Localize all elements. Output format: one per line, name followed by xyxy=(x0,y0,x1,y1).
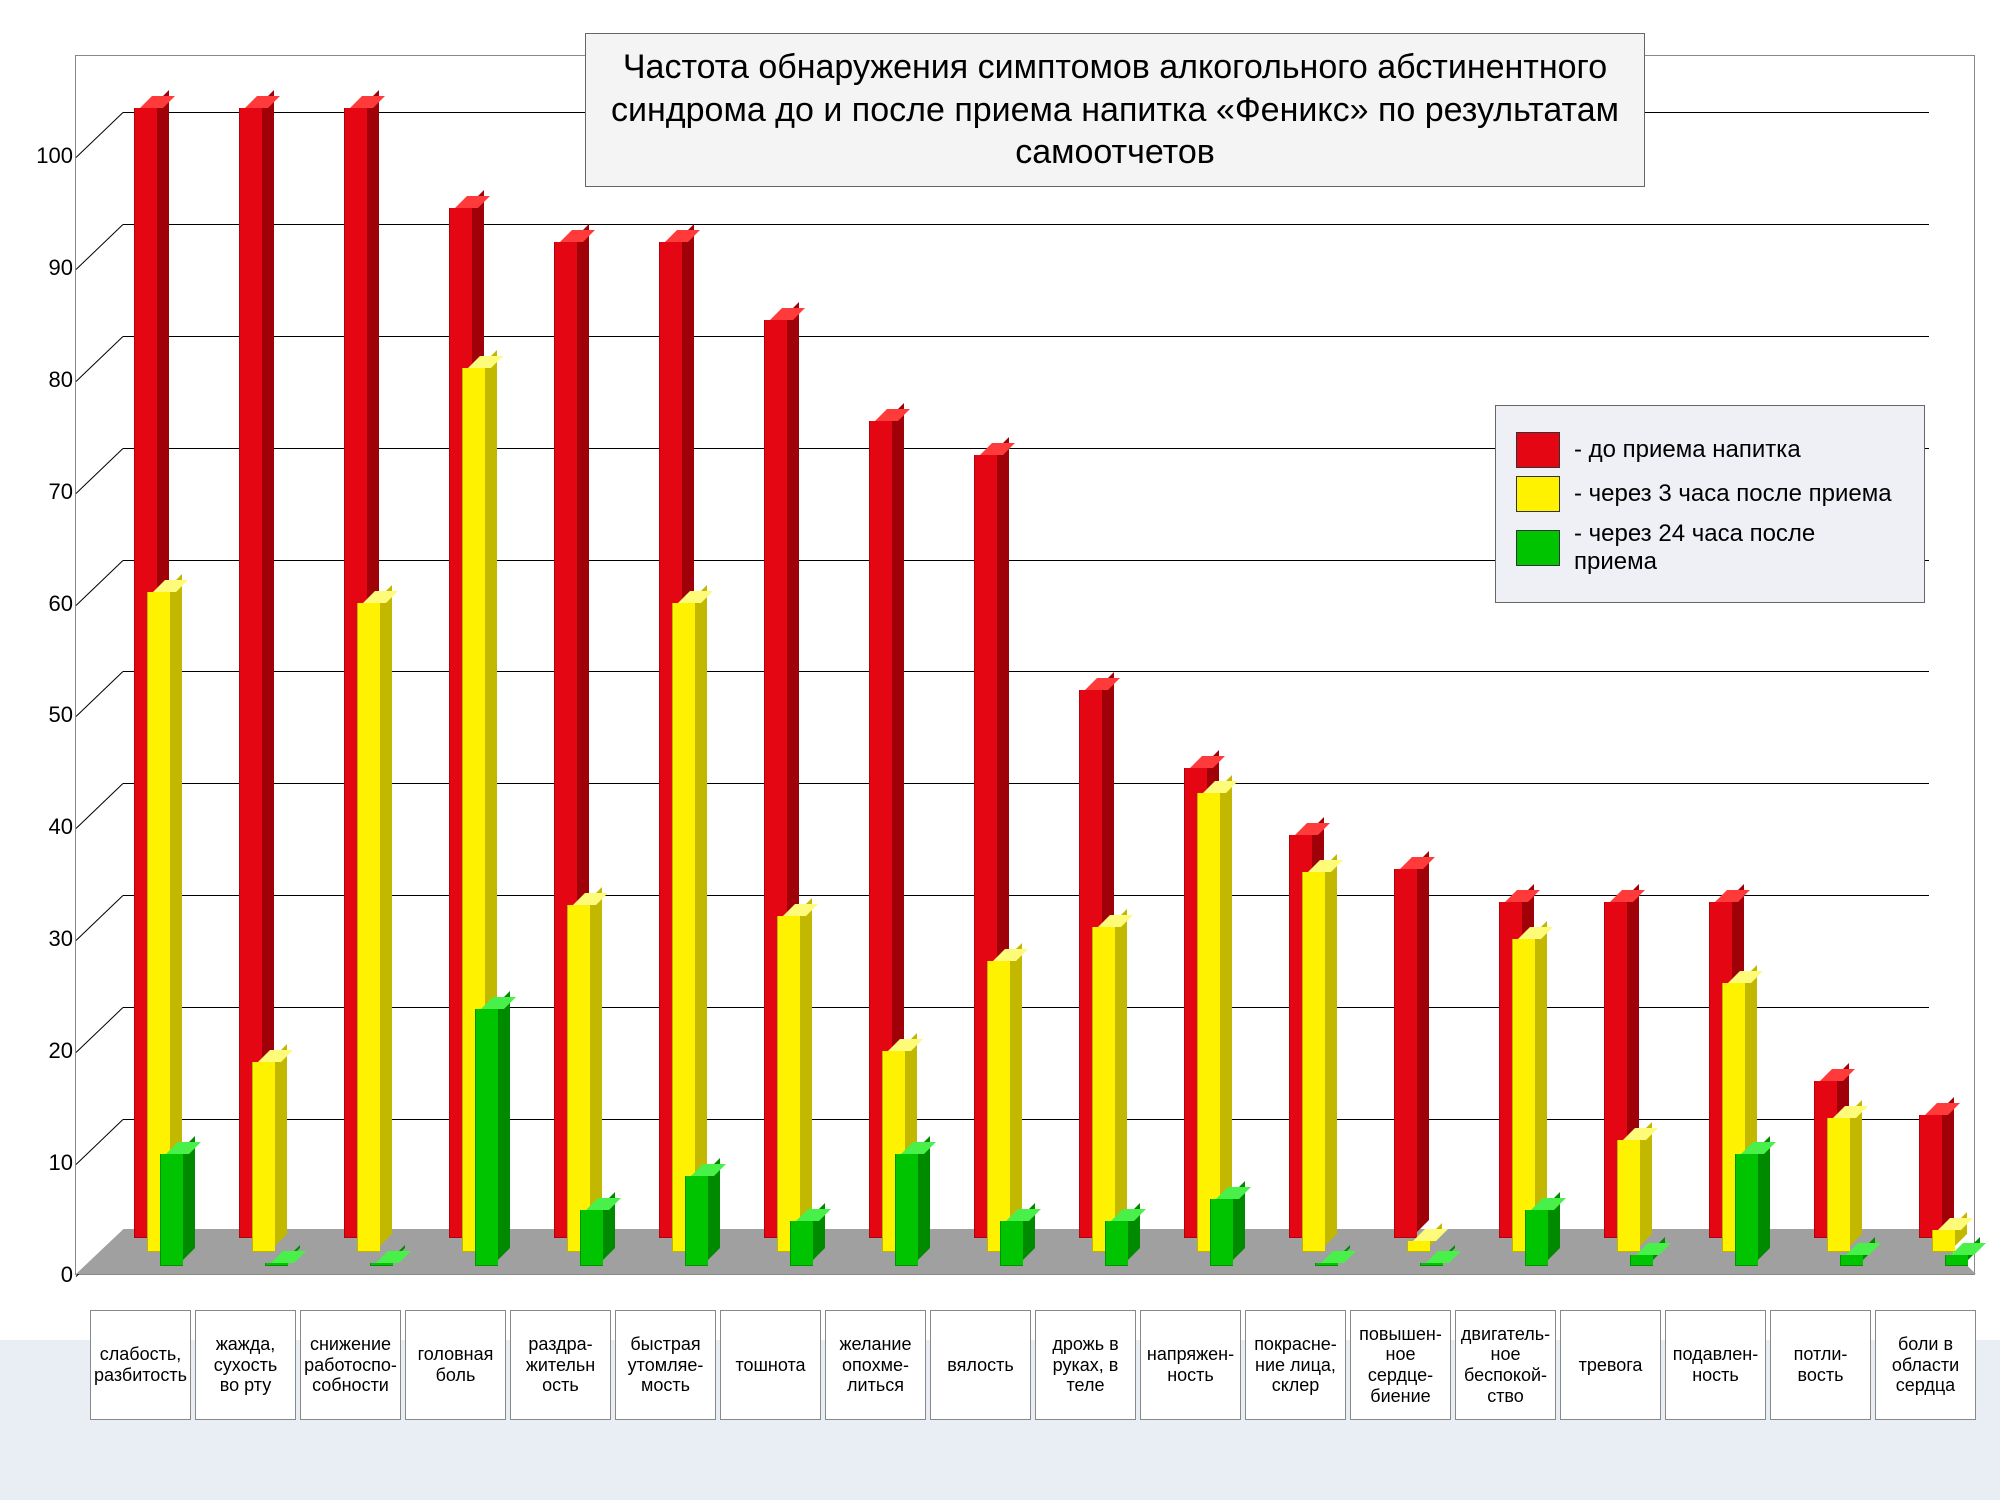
y-tick-label: 100 xyxy=(23,143,73,169)
bar-after3h xyxy=(1407,1229,1430,1252)
y-tick-label: 70 xyxy=(23,479,73,505)
x-axis-label: боли в области сердца xyxy=(1875,1310,1976,1420)
bar-after24h xyxy=(265,1251,288,1266)
bar-after24h xyxy=(1735,1142,1758,1266)
bar-after24h xyxy=(1630,1243,1653,1266)
bar-after24h xyxy=(160,1142,183,1266)
x-axis-label: повышен- ное сердце- биение xyxy=(1350,1310,1451,1420)
y-tick-label: 30 xyxy=(23,926,73,952)
bar-after24h xyxy=(580,1198,603,1266)
bar-after3h xyxy=(987,949,1010,1252)
y-tick-label: 0 xyxy=(23,1262,73,1288)
x-axis-label: потли- вость xyxy=(1770,1310,1871,1420)
bar-after3h xyxy=(1617,1128,1640,1252)
bar-after24h xyxy=(1840,1243,1863,1266)
bar-after24h xyxy=(1945,1243,1968,1266)
legend-label: - через 24 часа после приема xyxy=(1574,520,1904,576)
y-tick-label: 60 xyxy=(23,591,73,617)
legend-swatch xyxy=(1516,476,1560,512)
plot-area xyxy=(75,55,1975,1275)
bar-after3h xyxy=(1302,860,1325,1252)
y-tick-label: 40 xyxy=(23,814,73,840)
x-axis-label: жажда, сухость во рту xyxy=(195,1310,296,1420)
bar-after3h xyxy=(1827,1106,1850,1252)
y-tick-label: 50 xyxy=(23,702,73,728)
x-axis-label: желание опохме- литься xyxy=(825,1310,926,1420)
bar-after3h xyxy=(252,1050,275,1252)
x-axis-label: быстрая утомляе- мость xyxy=(615,1310,716,1420)
x-axis-label: головная боль xyxy=(405,1310,506,1420)
bar-after24h xyxy=(1315,1251,1338,1266)
x-axis-label: двигатель- ное беспокой- ство xyxy=(1455,1310,1556,1420)
x-axis-label: тревога xyxy=(1560,1310,1661,1420)
legend-item: - через 3 часа после приема xyxy=(1516,476,1904,512)
bar-before xyxy=(1394,857,1417,1238)
bars-layer xyxy=(76,54,1976,1274)
x-axis-label: покрасне- ние лица, склер xyxy=(1245,1310,1346,1420)
bar-after3h xyxy=(357,591,380,1252)
legend-swatch xyxy=(1516,432,1560,468)
legend-item: - через 24 часа после приема xyxy=(1516,520,1904,576)
bar-after3h xyxy=(1092,915,1115,1252)
x-axis-label: вялость xyxy=(930,1310,1031,1420)
x-axis-label: напряжен- ность xyxy=(1140,1310,1241,1420)
legend-label: - через 3 часа после приема xyxy=(1574,480,1892,508)
x-axis-label: раздра- жительн ость xyxy=(510,1310,611,1420)
chart-container: 0 10 20 30 40 50 60 70 80 90 100 Частота обнаружен… xyxy=(15,25,1985,1305)
bar-after24h xyxy=(1420,1251,1443,1266)
y-tick-label: 80 xyxy=(23,367,73,393)
bar-after24h xyxy=(685,1164,708,1266)
bar-after24h xyxy=(1210,1187,1233,1266)
legend-item: - до приема напитка xyxy=(1516,432,1904,468)
bar-after3h xyxy=(777,904,800,1252)
bar-after3h xyxy=(1197,781,1220,1252)
legend: - до приема напитка - через 3 часа после … xyxy=(1495,405,1925,603)
bar-after24h xyxy=(370,1251,393,1266)
y-tick-label: 90 xyxy=(23,255,73,281)
legend-swatch xyxy=(1516,530,1560,566)
bar-after3h xyxy=(672,591,695,1252)
x-axis-label: подавлен- ность xyxy=(1665,1310,1766,1420)
bar-after24h xyxy=(895,1142,918,1266)
bar-after24h xyxy=(1525,1198,1548,1266)
bar-after24h xyxy=(790,1209,813,1266)
x-axis-labels: слабость, разбитостьжажда, сухость во рт… xyxy=(90,1310,1990,1420)
y-tick-label: 10 xyxy=(23,1150,73,1176)
bar-after24h xyxy=(475,997,498,1266)
legend-label: - до приема напитка xyxy=(1574,436,1801,464)
x-axis-label: слабость, разбитость xyxy=(90,1310,191,1420)
x-axis-label: тошнота xyxy=(720,1310,821,1420)
y-tick-label: 20 xyxy=(23,1038,73,1064)
bar-after24h xyxy=(1000,1209,1023,1266)
bar-after24h xyxy=(1105,1209,1128,1266)
chart-title: Частота обнаружения симптомов алкогольно… xyxy=(585,33,1645,187)
x-axis-label: дрожь в руках, в теле xyxy=(1035,1310,1136,1420)
x-axis-label: снижение работоспо- собности xyxy=(300,1310,401,1420)
